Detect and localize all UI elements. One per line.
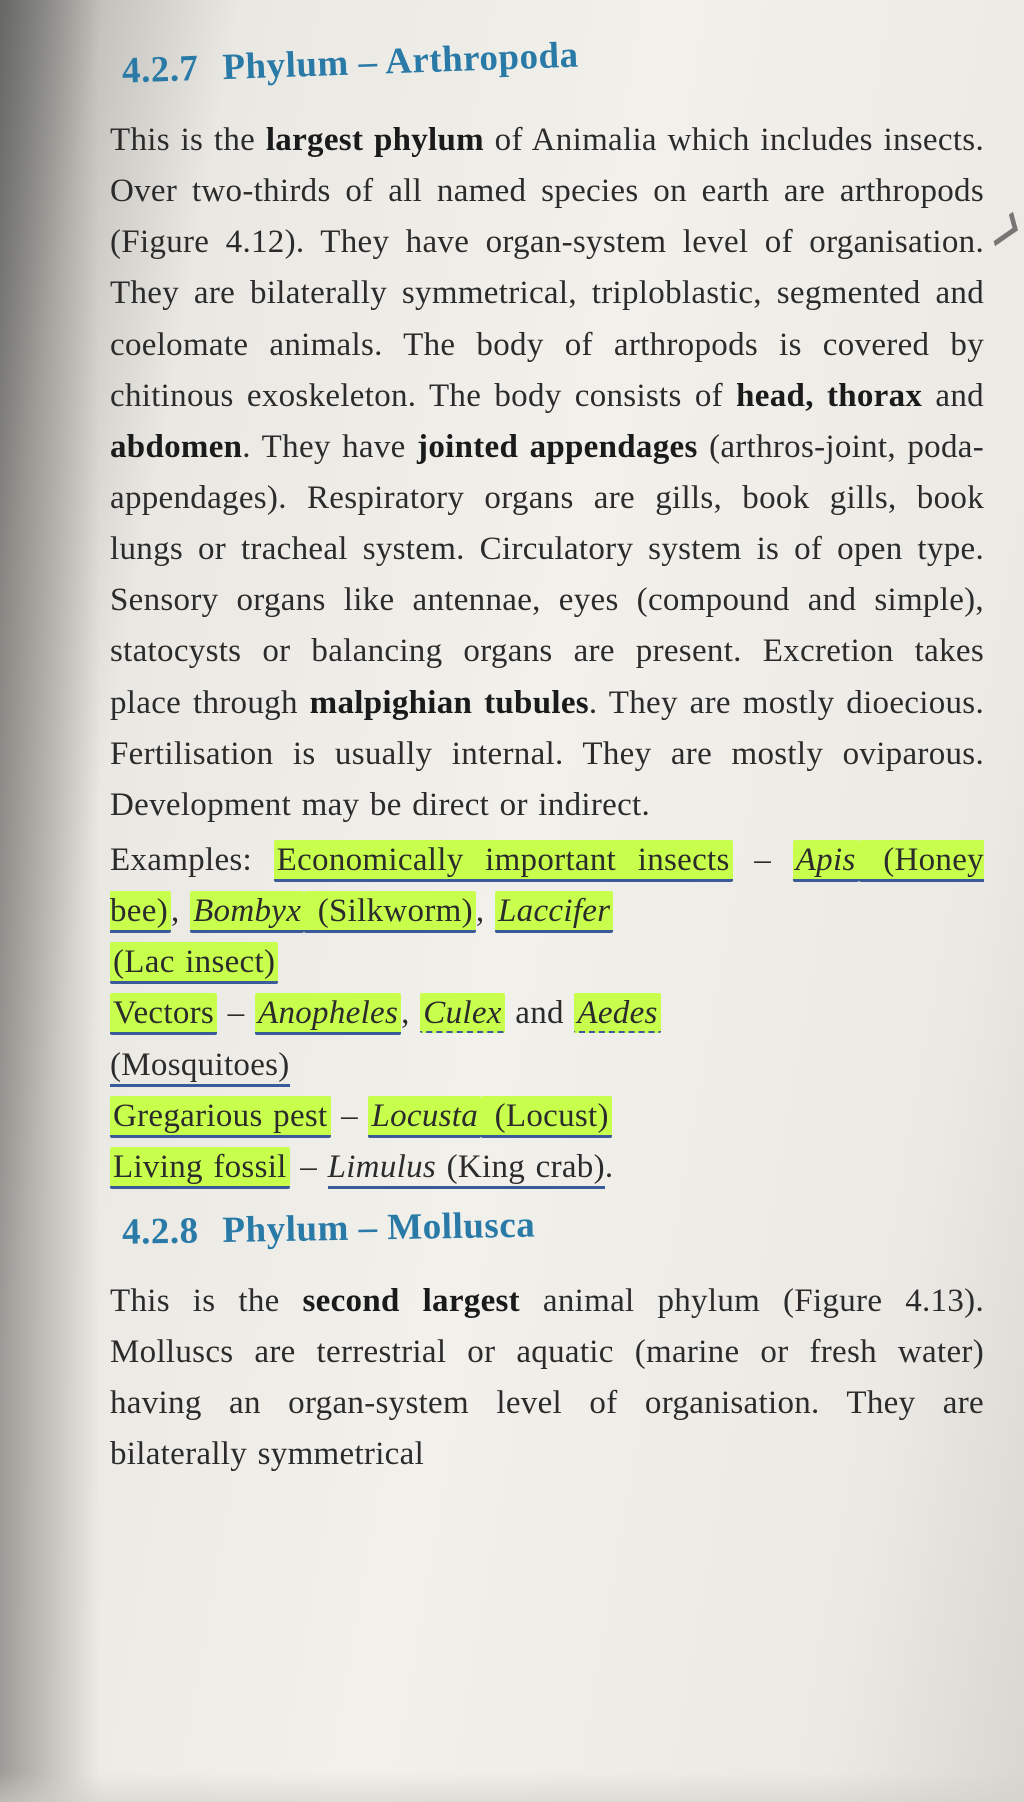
bold-head-thorax: head, thorax [736, 378, 922, 414]
section-heading-mollusca: 4.2.8 Phylum – Mollusca [110, 1196, 985, 1254]
paragraph-mollusca: This is the second largest animal phylum… [110, 1276, 984, 1481]
text: , [401, 995, 420, 1031]
text: , [476, 893, 495, 929]
bold-jointed-appendages: jointed appendages [417, 429, 698, 465]
paragraph-arthropoda: This is the largest phylum of Animalia w… [110, 115, 984, 831]
bold-largest-phylum: largest phylum [266, 122, 484, 158]
bold-second-largest: second largest [303, 1283, 520, 1319]
text: , [171, 893, 190, 929]
hl-locust: (Locust) [481, 1096, 612, 1138]
hl-apis: Apis [793, 840, 859, 882]
king-crab: (King crab) [436, 1149, 605, 1189]
bold-malpighian: malpighian tubules [310, 685, 589, 721]
section-heading-arthropoda: 4.2.7 Phylum – Arthropoda [109, 20, 984, 93]
bold-abdomen: abdomen [110, 429, 242, 465]
text: This is the [110, 122, 266, 158]
text: and [505, 995, 575, 1031]
text: – [331, 1098, 369, 1134]
hl-silkworm: (Silkworm) [304, 891, 476, 933]
examples-label: Examples: [110, 842, 274, 878]
section-mollusca: 4.2.8Phylum – Mollusca This is the secon… [110, 1211, 984, 1481]
text: – [217, 995, 255, 1031]
hl-economically-important: Economically important insects [274, 840, 733, 882]
text: – [733, 842, 793, 878]
hl-locusta: Locusta [368, 1096, 481, 1138]
limulus: Limulus [328, 1149, 436, 1189]
hl-aedes: Aedes [574, 993, 660, 1033]
hl-anopheles: Anopheles [255, 993, 401, 1035]
text: . They have [242, 429, 417, 465]
examples-block: Examples: Economically important insects… [110, 835, 984, 1193]
hl-gregarious-pest: Gregarious pest [110, 1096, 331, 1138]
text: of Animalia which includes insects. Over… [110, 122, 984, 414]
textbook-page: 4.2.7 Phylum – Arthropoda This is the lar… [0, 0, 1024, 1481]
text: – [290, 1149, 328, 1185]
page-cutoff-fade [0, 1772, 1024, 1802]
text: and [922, 378, 984, 414]
mosquitoes: (Mosquitoes) [110, 1047, 290, 1087]
hl-culex: Culex [420, 993, 504, 1033]
hl-laccifer: Laccifer [495, 891, 613, 933]
section-title: Phylum – Mollusca [222, 1205, 535, 1251]
text: (arthros-joint, poda-appendages). Respir… [110, 429, 984, 721]
text: This is the [110, 1283, 303, 1319]
hl-bombyx: Bombyx [190, 891, 304, 933]
text: . [605, 1149, 614, 1185]
section-number: 4.2.8 [122, 1210, 199, 1252]
hl-living-fossil: Living fossil [110, 1147, 290, 1189]
section-number: 4.2.7 [121, 48, 199, 92]
section-title: Phylum – Arthropoda [222, 35, 579, 88]
hl-lac-insect: (Lac insect) [110, 942, 278, 984]
hl-vectors: Vectors [110, 993, 217, 1035]
